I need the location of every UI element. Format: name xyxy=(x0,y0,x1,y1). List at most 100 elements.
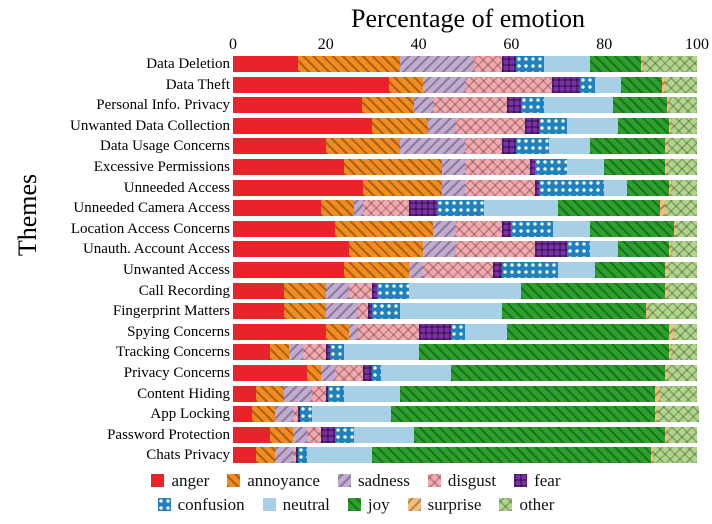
bar-segment-sadness xyxy=(427,117,456,134)
bar-segment-other xyxy=(671,344,697,361)
legend-item-other[interactable]: other xyxy=(499,496,554,513)
y-axis-label: Privacy Concerns xyxy=(123,365,230,381)
bar-segment-fear xyxy=(418,323,452,340)
bar-segment-neutral xyxy=(307,447,373,464)
bar-segment-other xyxy=(666,159,697,175)
bar-segment-disgust xyxy=(455,220,503,237)
legend-row: anger annoyance sadness disgust fear xyxy=(0,472,712,489)
bar-segment-disgust xyxy=(432,97,507,114)
bar-row: Personal Info. Privacy xyxy=(96,97,697,114)
x-axis-tick: 20 xyxy=(317,36,334,53)
bar-segment-neutral xyxy=(543,56,591,72)
bar-segment-annoyance xyxy=(297,56,401,72)
bar-segment-annoyance xyxy=(270,344,289,361)
bar-segment-surprise xyxy=(669,344,672,361)
bar-segment-joy xyxy=(613,97,667,114)
bar-segment-sadness xyxy=(293,426,308,443)
legend-swatch-sadness-icon xyxy=(337,474,351,487)
bar-segment-confusion xyxy=(516,56,544,72)
bar-segment-surprise xyxy=(669,179,672,196)
bar-row: Data Deletion xyxy=(146,56,697,72)
bar-segment-joy xyxy=(590,138,665,155)
bar-segment-annoyance xyxy=(321,200,354,217)
legend-label: anger xyxy=(171,471,210,490)
bar-segment-disgust xyxy=(474,56,503,72)
bar-segment-other xyxy=(676,220,697,237)
bar-segment-other xyxy=(673,323,697,340)
bar-segment-other xyxy=(666,426,697,443)
bar-segment-fear xyxy=(297,406,301,423)
y-axis-label: Spying Concerns xyxy=(127,323,230,340)
bar-segment-annoyance xyxy=(256,385,285,402)
legend-item-fear[interactable]: fear xyxy=(514,472,561,489)
bar-segment-confusion xyxy=(539,117,568,134)
legend-item-disgust[interactable]: disgust xyxy=(427,472,496,489)
bar-segment-disgust xyxy=(293,447,296,464)
y-axis-label: Data Deletion xyxy=(146,56,230,72)
bar-segment-confusion xyxy=(330,344,345,361)
bar-segment-anger xyxy=(233,323,326,340)
legend-item-sadness[interactable]: sadness xyxy=(337,471,410,490)
bar-segment-other xyxy=(659,385,697,402)
bar-segment-joy xyxy=(413,426,665,443)
legend-label: annoyance xyxy=(247,471,320,490)
bar-segment-confusion xyxy=(511,220,554,237)
legend-swatch-fear-icon xyxy=(514,474,528,487)
legend-label: other xyxy=(519,495,555,514)
legend-item-neutral[interactable]: neutral xyxy=(262,495,330,514)
bar-segment-neutral xyxy=(353,426,414,443)
bar-segment-anger xyxy=(233,97,362,114)
legend-swatch-joy-icon xyxy=(347,498,361,511)
bar-segment-neutral xyxy=(381,365,452,381)
bar-segment-fear xyxy=(367,303,373,320)
bar-segment-joy xyxy=(520,282,665,299)
bar-segment-confusion xyxy=(372,365,382,381)
legend-label: neutral xyxy=(282,495,330,514)
legend-item-annoyance[interactable]: annoyance xyxy=(227,472,320,489)
legend-item-surprise[interactable]: surprise xyxy=(407,496,481,513)
bar-row: Password Protection xyxy=(107,426,697,443)
bar-segment-surprise xyxy=(662,76,665,93)
bar-segment-annoyance xyxy=(251,406,275,423)
legend-item-joy[interactable]: joy xyxy=(347,496,390,513)
y-axis-label: Unwanted Access xyxy=(122,262,230,278)
bar-segment-other xyxy=(671,241,697,258)
bar-segment-neutral xyxy=(344,385,401,402)
bar-segment-joy xyxy=(557,200,660,217)
bar-segment-neutral xyxy=(604,179,628,196)
bar-segment-disgust xyxy=(358,303,368,320)
bar-segment-surprise xyxy=(669,323,674,340)
bar-segment-anger xyxy=(233,56,298,72)
bar-segment-surprise xyxy=(669,117,672,134)
bar-segment-confusion xyxy=(516,138,549,155)
bar-segment-joy xyxy=(621,76,663,93)
bar-segment-sadness xyxy=(400,138,465,155)
bar-segment-surprise xyxy=(666,97,670,114)
bar-segment-anger xyxy=(233,282,285,299)
x-axis-tick: 100 xyxy=(685,36,709,53)
bar-segment-fear xyxy=(492,262,503,278)
legend-label: confusion xyxy=(177,495,245,514)
bar-segment-other xyxy=(642,56,697,72)
bar-segment-disgust xyxy=(302,344,326,361)
bar-segment-confusion xyxy=(534,159,568,175)
bar-segment-other xyxy=(666,138,697,155)
legend-item-anger[interactable]: anger xyxy=(151,472,209,489)
bar-segment-other xyxy=(671,117,697,134)
bar-segment-annoyance xyxy=(284,282,326,299)
bar-segment-disgust xyxy=(335,365,363,381)
bar-segment-neutral xyxy=(344,344,419,361)
bar-segment-disgust xyxy=(307,426,322,443)
legend-label: sadness xyxy=(357,471,410,490)
y-axis-label: Call Recording xyxy=(138,282,230,299)
y-axis-label: App Locking xyxy=(150,406,230,423)
bar-segment-disgust xyxy=(423,262,493,278)
x-axis-tick: 60 xyxy=(503,36,520,53)
bar-segment-anger xyxy=(233,344,271,361)
legend-swatch-annoyance-icon xyxy=(227,474,241,487)
legend-item-confusion[interactable]: confusion xyxy=(157,495,245,514)
bar-segment-neutral xyxy=(465,323,507,340)
x-axis-tick: 80 xyxy=(596,36,613,53)
bar-segment-anger xyxy=(233,365,308,381)
bar-segment-fear xyxy=(325,344,331,361)
